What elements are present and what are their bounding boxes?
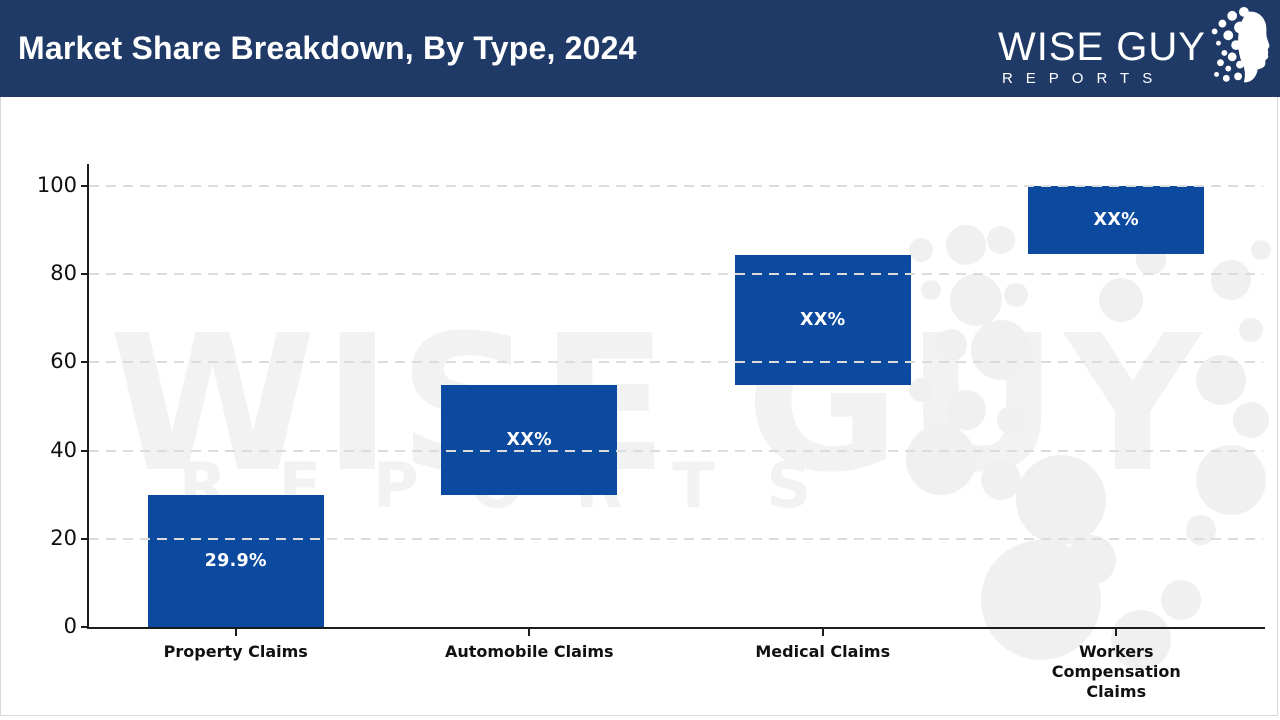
gridline-40 [89,449,1263,452]
x-category-label: Workers Compensation Claims [1051,642,1181,701]
bar-value-label: 29.9% [204,551,267,572]
brand-name: WISE GUY [997,25,1206,69]
bar-value-label: XX% [800,310,846,331]
watermark-dot-cluster [893,225,1271,670]
y-tick-100 [81,185,87,187]
gridline-100 [89,185,1263,187]
x-category-label: Automobile Claims [444,642,614,661]
x-tick-0 [234,629,237,636]
y-tick-label-100: 100 [36,173,77,197]
y-tick-20 [81,537,87,540]
bar-automobile-claims: XX% [441,385,618,496]
page-title: Market Share Breakdown, By Type, 2024 [18,30,637,66]
y-tick-label-0: 0 [63,614,77,638]
y-tick-40 [81,449,87,452]
brand-logo: WISE GUY REPORTS [998,6,1272,92]
header-bar: Market Share Breakdown, By Type, 2024 WI… [0,0,1280,97]
gridline-60 [89,361,1263,364]
x-tick-2 [821,629,824,636]
brand-logo-text: WISE GUY REPORTS [998,11,1206,87]
y-tick-60 [81,361,87,364]
dotted-head-icon [1211,6,1270,83]
y-tick-label-20: 20 [50,525,77,550]
gridline-20 [89,537,1263,540]
bar-workers-compensation-claims: XX% [1028,186,1205,254]
x-category-label: Medical Claims [755,642,891,661]
y-tick-80 [81,273,87,276]
y-tick-0 [81,626,87,628]
x-category-label: Property Claims [163,642,308,661]
x-axis-line [87,627,1265,629]
chart-canvas: WISE GUY REPORTS 02040608010029.9%Proper… [0,97,1278,716]
gridline-80 [89,273,1263,276]
y-tick-label-60: 60 [50,349,77,374]
y-tick-label-80: 80 [50,261,77,286]
bar-property-claims: 29.9% [147,495,324,627]
brand-subname: REPORTS [1001,70,1166,87]
x-tick-1 [528,629,531,636]
y-tick-label-40: 40 [50,437,77,462]
bar-value-label: XX% [506,430,552,451]
bar-medical-claims: XX% [734,254,911,386]
y-axis-line [87,164,89,629]
x-tick-3 [1115,629,1118,636]
bar-value-label: XX% [1093,209,1139,230]
